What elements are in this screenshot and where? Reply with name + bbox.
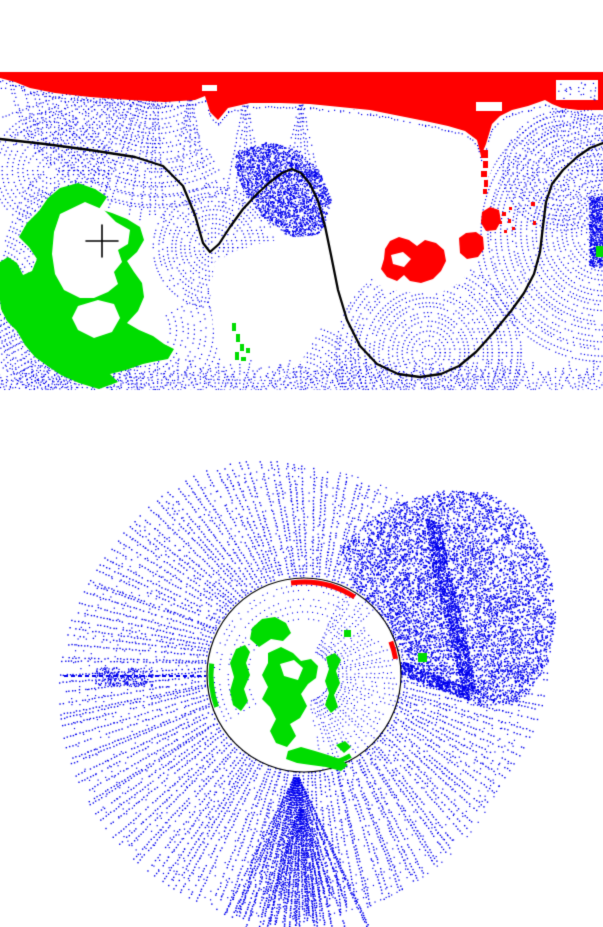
synoptic-field-map-panel: [0, 70, 603, 392]
spherical-field-view-panel: [0, 440, 603, 927]
